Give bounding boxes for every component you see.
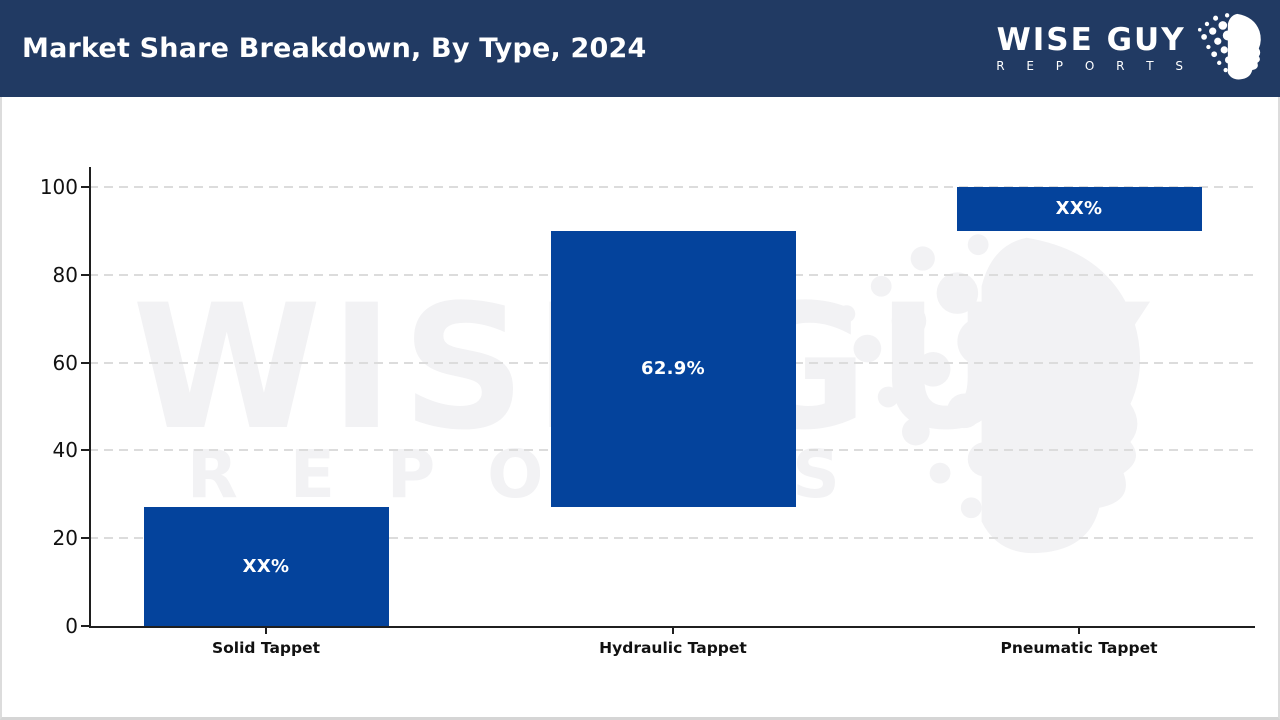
x-axis-category-label: Pneumatic Tappet xyxy=(1000,639,1158,657)
y-axis-tick xyxy=(81,361,89,364)
header: Market Share Breakdown, By Type, 2024 WI… xyxy=(0,0,1280,97)
x-axis-tick xyxy=(672,628,674,634)
y-axis-tick-label: 40 xyxy=(52,438,78,463)
face-watermark-icon xyxy=(812,217,1172,581)
y-axis-tick-label: 20 xyxy=(52,526,78,551)
x-axis-category-label: Solid Tappet xyxy=(211,639,321,657)
y-axis-line xyxy=(89,167,91,628)
face-logo-icon xyxy=(1194,9,1266,89)
brand-subtitle: R E P O R T S xyxy=(996,58,1192,73)
x-axis-category-label: Hydraulic Tappet xyxy=(599,639,747,657)
y-axis-tick xyxy=(81,537,89,540)
y-axis-tick-label: 80 xyxy=(52,262,78,287)
y-axis-tick xyxy=(81,273,89,276)
y-axis-tick xyxy=(81,449,89,452)
y-axis-tick-label: 0 xyxy=(65,614,78,638)
x-axis-tick xyxy=(1078,628,1080,634)
y-axis-tick xyxy=(81,186,89,188)
bar-value-label: XX% xyxy=(242,556,290,577)
brand-text: WISE GUY R E P O R T S xyxy=(990,24,1192,73)
x-axis-tick xyxy=(265,628,267,634)
brand-logo: WISE GUY R E P O R T S xyxy=(990,9,1266,89)
gridline xyxy=(89,537,1255,540)
bar-pneumatic-tappet: XX% xyxy=(956,187,1202,231)
bar-value-label: 62.9% xyxy=(641,358,705,380)
x-axis-line xyxy=(89,626,1255,628)
bar-value-label: XX% xyxy=(1055,198,1103,220)
brand-name: WISE GUY xyxy=(996,22,1186,59)
bar-hydraulic-tappet: 62.9% xyxy=(550,230,796,508)
bar-solid-tappet: XX% xyxy=(143,507,389,626)
y-axis-tick-label: 100 xyxy=(39,175,78,199)
y-axis-tick xyxy=(81,625,89,627)
gridline xyxy=(89,186,1255,188)
page-title: Market Share Breakdown, By Type, 2024 xyxy=(22,33,647,64)
chart: WISE GUY REPORTS 0 20 40 60 80 100 XX% 62.9% XX%… xyxy=(0,97,1280,720)
y-axis-tick-label: 60 xyxy=(52,350,78,375)
